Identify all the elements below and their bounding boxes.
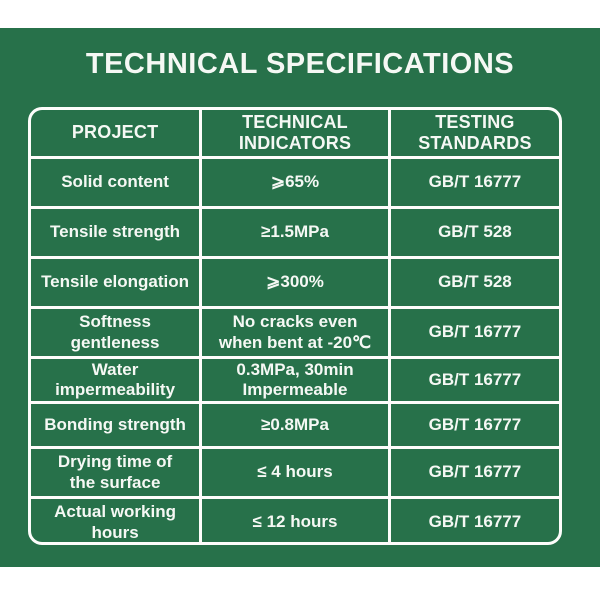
table-cell-indicator: ≤ 12 hours: [202, 499, 388, 542]
table-cell-indicator: ≤ 4 hours: [202, 449, 388, 496]
table-cell-indicator: No cracks even when bent at -20℃: [202, 309, 388, 356]
table-cell-project: Tensile strength: [31, 209, 200, 256]
table-cell-standard: GB/T 528: [390, 209, 559, 256]
table-cell-indicator: ≥1.5MPa: [202, 209, 388, 256]
header-cell-project: PROJECT: [31, 110, 200, 156]
table-cell-standard: GB/T 16777: [390, 499, 559, 542]
header-cell-standards: TESTING STANDARDS: [390, 110, 559, 156]
table-cell-project: Solid content: [31, 159, 200, 206]
table-cell-standard: GB/T 16777: [390, 159, 559, 206]
table-cell-indicator: 0.3MPa, 30min Impermeable: [202, 359, 388, 401]
table-cell-indicator: ⩾300%: [202, 259, 388, 306]
table-cell-indicator: ≥0.8MPa: [202, 404, 388, 446]
table-cell-project: Softness gentleness: [31, 309, 200, 356]
specifications-table: PROJECT TECHNICAL INDICATORS TESTING STA…: [28, 107, 562, 545]
table-cell-indicator: ⩾65%: [202, 159, 388, 206]
table-cell-standard: GB/T 16777: [390, 404, 559, 446]
table-cell-project: Bonding strength: [31, 404, 200, 446]
table-cell-project: Drying time of the surface: [31, 449, 200, 496]
header-cell-indicators: TECHNICAL INDICATORS: [202, 110, 388, 156]
table-cell-project: Tensile elongation: [31, 259, 200, 306]
table-cell-standard: GB/T 528: [390, 259, 559, 306]
table-cell-standard: GB/T 16777: [390, 309, 559, 356]
table-cell-project: Water impermeability: [31, 359, 200, 401]
table-cell-project: Actual working hours: [31, 499, 200, 542]
table-cell-standard: GB/T 16777: [390, 359, 559, 401]
page-title: TECHNICAL SPECIFICATIONS: [85, 48, 515, 80]
table-cell-standard: GB/T 16777: [390, 449, 559, 496]
green-panel: TECHNICAL SPECIFICATIONS PROJECT TECHNIC…: [0, 28, 600, 567]
